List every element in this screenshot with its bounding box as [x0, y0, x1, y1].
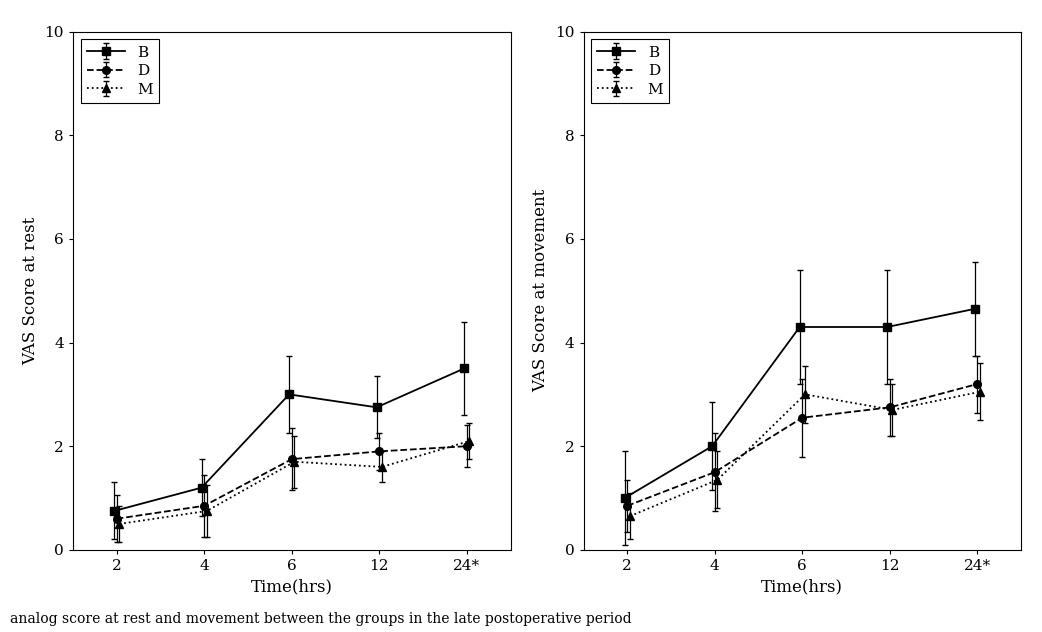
Text: analog score at rest and movement between the groups in the late postoperative p: analog score at rest and movement betwee…	[10, 612, 632, 626]
Y-axis label: VAS Score at rest: VAS Score at rest	[22, 217, 39, 365]
Y-axis label: VAS Score at movement: VAS Score at movement	[532, 189, 549, 392]
X-axis label: Time(hrs): Time(hrs)	[762, 578, 843, 595]
Legend: B, D, M: B, D, M	[80, 39, 158, 103]
Legend: B, D, M: B, D, M	[591, 39, 669, 103]
X-axis label: Time(hrs): Time(hrs)	[251, 578, 332, 595]
